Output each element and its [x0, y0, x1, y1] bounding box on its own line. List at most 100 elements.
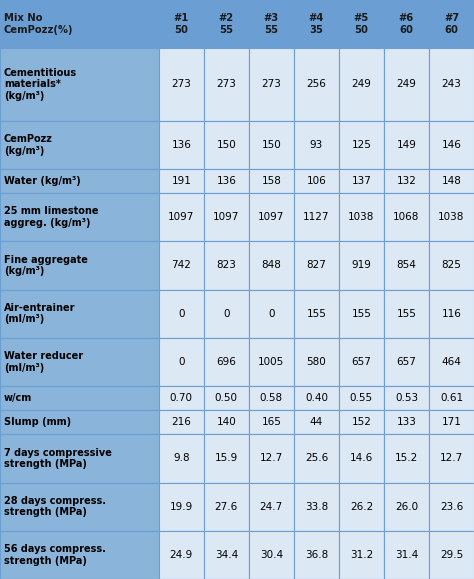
- Bar: [294, 0, 339, 48]
- Text: 1068: 1068: [393, 212, 419, 222]
- Text: #4
35: #4 35: [309, 13, 324, 35]
- Text: #2
55: #2 55: [219, 13, 234, 35]
- Bar: [429, 482, 474, 531]
- Text: 12.7: 12.7: [440, 453, 463, 463]
- Bar: [204, 386, 249, 410]
- Bar: [384, 0, 429, 48]
- Bar: [384, 434, 429, 482]
- Text: 0: 0: [178, 357, 184, 367]
- Bar: [0, 48, 159, 120]
- Bar: [159, 290, 204, 338]
- Text: 15.2: 15.2: [395, 453, 418, 463]
- Text: 854: 854: [397, 261, 416, 270]
- Text: Air-entrainer
(ml/m³): Air-entrainer (ml/m³): [4, 303, 75, 324]
- Bar: [384, 48, 429, 120]
- Bar: [384, 169, 429, 193]
- Text: 25 mm limestone
aggreg. (kg/m³): 25 mm limestone aggreg. (kg/m³): [4, 206, 98, 228]
- Bar: [159, 531, 204, 579]
- Text: 28 days compress.
strength (MPa): 28 days compress. strength (MPa): [4, 496, 106, 518]
- Text: 44: 44: [310, 417, 323, 427]
- Bar: [249, 241, 294, 290]
- Bar: [249, 0, 294, 48]
- Text: Slump (mm): Slump (mm): [4, 417, 71, 427]
- Bar: [294, 386, 339, 410]
- Bar: [294, 48, 339, 120]
- Bar: [204, 120, 249, 169]
- Text: 27.6: 27.6: [215, 501, 238, 512]
- Text: 171: 171: [442, 417, 461, 427]
- Text: 12.7: 12.7: [260, 453, 283, 463]
- Bar: [204, 290, 249, 338]
- Text: 26.0: 26.0: [395, 501, 418, 512]
- Text: #1
50: #1 50: [173, 13, 189, 35]
- Text: 823: 823: [217, 261, 236, 270]
- Text: 273: 273: [262, 79, 281, 89]
- Bar: [294, 531, 339, 579]
- Text: 149: 149: [397, 140, 416, 150]
- Bar: [429, 48, 474, 120]
- Text: Water reducer
(ml/m³): Water reducer (ml/m³): [4, 351, 83, 373]
- Bar: [0, 0, 159, 48]
- Bar: [249, 434, 294, 482]
- Bar: [294, 290, 339, 338]
- Bar: [429, 386, 474, 410]
- Text: 31.2: 31.2: [350, 550, 373, 560]
- Text: 26.2: 26.2: [350, 501, 373, 512]
- Text: 249: 249: [397, 79, 416, 89]
- Text: w/cm: w/cm: [4, 393, 32, 403]
- Text: 0: 0: [178, 309, 184, 318]
- Bar: [429, 338, 474, 386]
- Bar: [0, 241, 159, 290]
- Text: 919: 919: [352, 261, 371, 270]
- Text: 657: 657: [352, 357, 371, 367]
- Text: 1127: 1127: [303, 212, 329, 222]
- Bar: [0, 290, 159, 338]
- Bar: [159, 386, 204, 410]
- Text: 125: 125: [352, 140, 371, 150]
- Text: 19.9: 19.9: [170, 501, 193, 512]
- Bar: [429, 193, 474, 241]
- Bar: [204, 410, 249, 434]
- Text: 140: 140: [217, 417, 236, 427]
- Bar: [429, 531, 474, 579]
- Text: 1038: 1038: [438, 212, 465, 222]
- Bar: [249, 482, 294, 531]
- Text: 150: 150: [262, 140, 281, 150]
- Bar: [384, 338, 429, 386]
- Bar: [159, 120, 204, 169]
- Text: 155: 155: [307, 309, 326, 318]
- Text: Fine aggregate
(kg/m³): Fine aggregate (kg/m³): [4, 255, 88, 276]
- Bar: [204, 193, 249, 241]
- Text: 15.9: 15.9: [215, 453, 238, 463]
- Text: 133: 133: [397, 417, 416, 427]
- Bar: [339, 531, 384, 579]
- Text: #5
50: #5 50: [354, 13, 369, 35]
- Bar: [204, 241, 249, 290]
- Text: 158: 158: [262, 176, 281, 186]
- Bar: [294, 410, 339, 434]
- Bar: [429, 169, 474, 193]
- Bar: [249, 48, 294, 120]
- Text: Water (kg/m³): Water (kg/m³): [4, 176, 81, 186]
- Bar: [159, 48, 204, 120]
- Bar: [384, 290, 429, 338]
- Bar: [204, 169, 249, 193]
- Bar: [0, 531, 159, 579]
- Bar: [429, 434, 474, 482]
- Bar: [339, 0, 384, 48]
- Text: 742: 742: [172, 261, 191, 270]
- Text: 243: 243: [442, 79, 461, 89]
- Text: 657: 657: [397, 357, 416, 367]
- Bar: [0, 434, 159, 482]
- Text: 14.6: 14.6: [350, 453, 373, 463]
- Bar: [249, 410, 294, 434]
- Bar: [204, 48, 249, 120]
- Bar: [339, 338, 384, 386]
- Bar: [204, 531, 249, 579]
- Bar: [294, 120, 339, 169]
- Bar: [339, 290, 384, 338]
- Bar: [159, 338, 204, 386]
- Bar: [204, 434, 249, 482]
- Text: 25.6: 25.6: [305, 453, 328, 463]
- Text: 136: 136: [217, 176, 236, 186]
